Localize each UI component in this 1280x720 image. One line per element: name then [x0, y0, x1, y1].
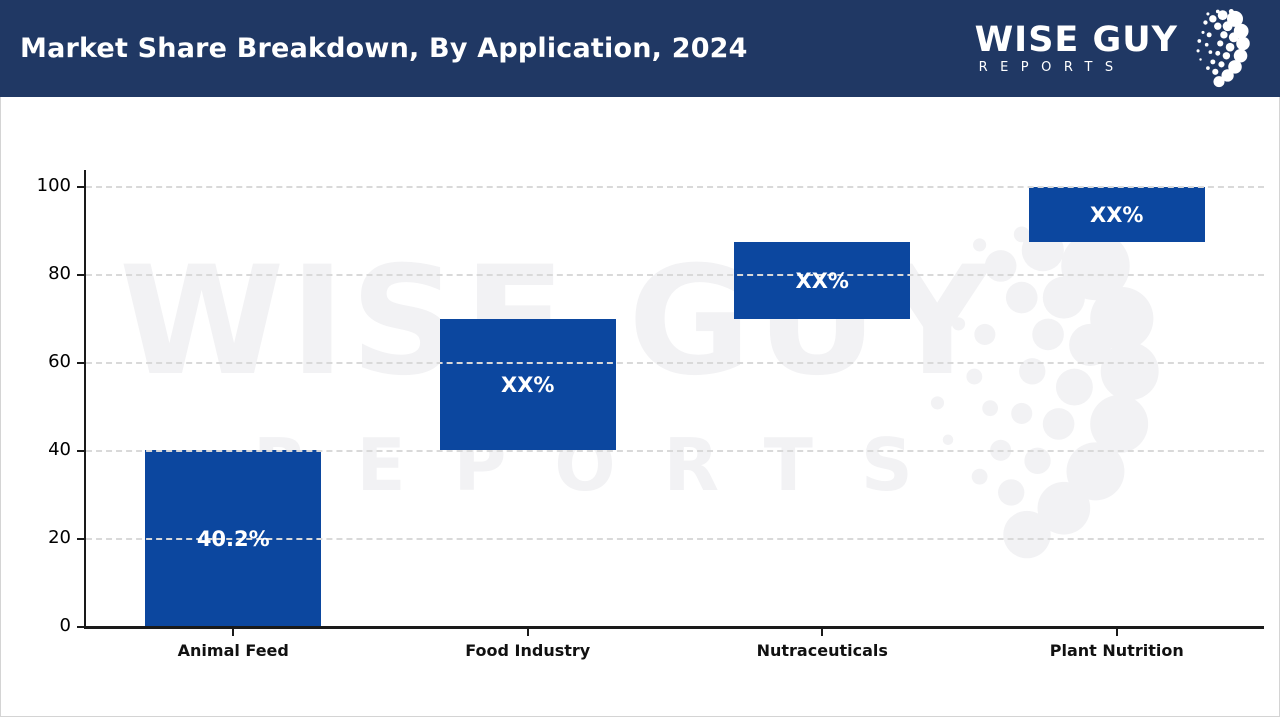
bar-value-label: 40.2%	[196, 526, 270, 551]
gridline	[86, 186, 1264, 188]
bar-value-label: XX%	[795, 268, 849, 293]
header: Market Share Breakdown, By Application, …	[0, 0, 1280, 97]
y-tick-label: 60	[48, 351, 71, 372]
y-tick-label: 20	[48, 527, 71, 548]
x-tick-mark	[1115, 629, 1118, 636]
bar-food-industry	[439, 319, 616, 451]
gridline	[86, 538, 1264, 540]
y-tick-mark	[77, 186, 85, 188]
bar-plant-nutrition	[1028, 187, 1205, 242]
y-tick-mark	[77, 626, 85, 628]
x-tick-label: Animal Feed	[177, 641, 289, 660]
bar-value-label: XX%	[1090, 202, 1144, 227]
watermark-face-icon	[930, 223, 1159, 559]
gridline	[86, 274, 1264, 276]
x-tick-mark	[232, 629, 235, 636]
plot-area: 40.2% Animal Feed XX% Food Industry XX% Nutra…	[1, 97, 1279, 716]
chart-canvas: WISE GUY REPORTS 40.2% Animal Feed XX% Food…	[0, 97, 1280, 717]
y-tick-label: 80	[48, 263, 71, 284]
x-tick-label: Plant Nutrition	[1049, 641, 1184, 660]
x-axis-line	[84, 626, 1264, 629]
bar-value-label: XX%	[501, 372, 555, 397]
y-tick-mark	[77, 274, 85, 276]
y-tick-mark	[77, 362, 85, 364]
wise-guy-face-icon	[1196, 8, 1250, 87]
gridline	[86, 450, 1264, 452]
logo-text: WISE GUY REPORTS	[974, 20, 1178, 75]
bar-nutraceuticals	[734, 242, 911, 319]
y-tick-mark	[77, 538, 85, 540]
wise-guy-logo: WISE GUY REPORTS	[974, 8, 1256, 89]
y-tick-label: 0	[59, 615, 71, 636]
x-tick-mark	[821, 629, 824, 636]
y-tick-label: 100	[36, 175, 71, 196]
y-axis-line	[84, 170, 86, 629]
page-title: Market Share Breakdown, By Application, …	[20, 33, 748, 64]
x-tick-mark	[526, 629, 529, 636]
y-tick-label: 40	[48, 439, 71, 460]
gridline	[86, 362, 1264, 364]
logo-subtitle: REPORTS	[978, 60, 1126, 75]
x-tick-label: Nutraceuticals	[756, 641, 888, 660]
x-tick-label: Food Industry	[465, 641, 591, 660]
logo-wordmark: WISE GUY	[974, 20, 1178, 60]
y-tick-mark	[77, 450, 85, 452]
